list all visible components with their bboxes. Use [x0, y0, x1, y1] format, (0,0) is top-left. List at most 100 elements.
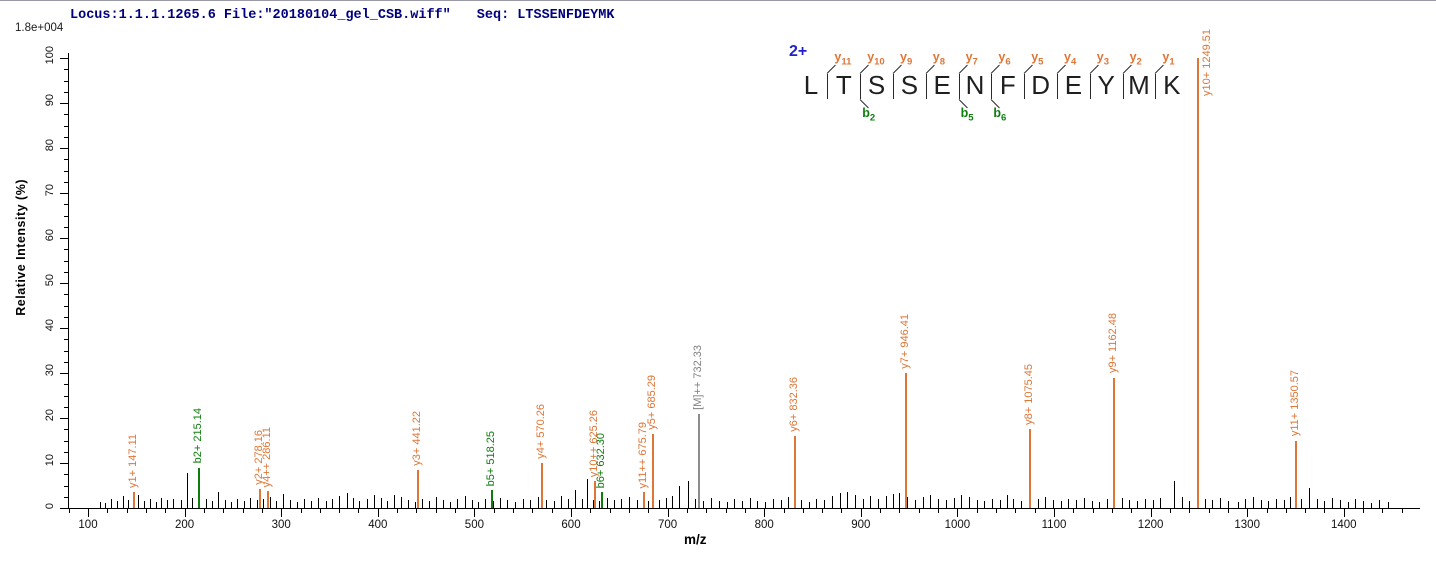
y-axis-tick — [64, 215, 68, 217]
x-axis-tick — [802, 509, 804, 513]
x-axis-tick — [764, 509, 766, 517]
residue-letter: E — [1064, 70, 1083, 100]
fragment-peak — [904, 373, 907, 508]
noise-peak — [1252, 497, 1254, 508]
header-seq-text: Seq: LTSSENFDEYMK — [476, 8, 615, 23]
peak-label: y9+ 1162.48 — [1107, 313, 1120, 374]
x-axis-tick — [783, 509, 785, 513]
noise-peak — [855, 495, 856, 508]
noise-peak — [105, 503, 107, 508]
y-axis-tick — [64, 316, 68, 318]
y-axis-tick — [64, 159, 68, 161]
x-axis-tick — [590, 509, 592, 513]
residue-letter: F — [999, 70, 1016, 100]
y-axis-tick — [60, 148, 68, 149]
y-axis-tick — [64, 384, 68, 386]
y-axis-tick — [64, 69, 68, 71]
noise-peak — [144, 500, 146, 508]
noise-peak — [839, 492, 841, 508]
x-axis-tick — [860, 509, 862, 517]
y-ion-label: y4 — [1064, 50, 1077, 68]
x-axis-tick — [1382, 509, 1384, 513]
noise-peak — [757, 500, 759, 508]
noise-peak — [1227, 500, 1229, 508]
y-ion-label: y1 — [1162, 50, 1175, 68]
noise-peak — [422, 499, 424, 508]
noise-peak — [1220, 498, 1222, 508]
y-axis-tick — [60, 508, 68, 509]
fragment-peak — [259, 489, 262, 508]
y-axis-tick-label: 100 — [44, 46, 56, 65]
y-axis-tick — [64, 350, 68, 352]
peak-label: y5+ 685.29 — [646, 375, 659, 430]
fragment-peak — [1029, 429, 1032, 508]
y-axis-tick — [64, 294, 68, 296]
fragment-peak — [266, 490, 269, 508]
y-ion-label: y6 — [998, 50, 1011, 68]
precursor-charge-label: 2+ — [789, 43, 808, 60]
header-line: Locus:1.1.1.1265.6 File:"20180104_gel_CS… — [70, 8, 615, 23]
y-axis-tick — [64, 226, 68, 228]
noise-peak — [1294, 490, 1296, 508]
residue-separator — [1089, 74, 1091, 99]
y-axis-title: Relative Intensity (%) — [14, 179, 28, 316]
noise-peak — [1339, 500, 1341, 508]
x-axis-tick — [1208, 509, 1210, 513]
b-ion-index: 5 — [968, 112, 974, 124]
x-axis-tick — [571, 509, 572, 517]
b-ion-index: 6 — [1001, 112, 1007, 124]
x-axis-tick — [126, 509, 128, 513]
x-axis-tick — [68, 509, 70, 513]
noise-peak — [1121, 497, 1123, 508]
peak-label: y4++ 286.11 — [260, 426, 273, 487]
noise-peak — [1260, 499, 1262, 508]
x-axis-tick-label: 1400 — [1331, 519, 1357, 531]
x-axis-tick-label: 400 — [368, 519, 388, 531]
x-axis-tick-label: 500 — [464, 519, 484, 531]
y-axis-tick — [64, 181, 68, 183]
y-ion-index: 8 — [939, 56, 946, 68]
x-axis-tick — [1363, 509, 1365, 513]
noise-peak — [1363, 500, 1365, 508]
x-axis-tick — [358, 509, 360, 513]
noise-peak — [1332, 498, 1334, 508]
noise-peak — [711, 498, 713, 508]
peak-label: y11+ 1350.57 — [1289, 370, 1302, 437]
residue-letter: S — [867, 70, 886, 100]
y-axis-tick-label: 10 — [44, 454, 56, 467]
x-axis-tick — [957, 509, 959, 517]
noise-peak — [885, 495, 887, 508]
noise-peak — [1129, 500, 1131, 508]
noise-peak — [514, 501, 516, 508]
noise-peak — [568, 499, 570, 508]
noise-peak — [122, 496, 124, 508]
residue-separator — [827, 74, 829, 99]
y-ion-index: 3 — [1103, 56, 1110, 68]
noise-peak — [205, 499, 207, 508]
y-axis-tick — [64, 305, 68, 307]
noise-peak — [111, 499, 113, 508]
noise-peak — [914, 499, 916, 508]
y-ion-index: 5 — [1038, 56, 1044, 68]
x-axis-tick — [1169, 509, 1171, 513]
x-axis-tick — [744, 509, 746, 513]
x-axis-tick — [1285, 509, 1287, 513]
noise-peak — [679, 485, 681, 508]
fragment-peak — [594, 481, 597, 508]
x-axis-tick — [474, 509, 476, 517]
x-axis-tick — [938, 509, 940, 513]
noise-peak — [1316, 499, 1318, 508]
noise-peak — [1388, 502, 1390, 508]
noise-peak — [283, 494, 285, 508]
x-axis-line — [68, 508, 1420, 509]
residue-separator — [925, 74, 927, 99]
noise-peak — [976, 499, 978, 508]
noise-peak — [574, 490, 576, 508]
noise-peak — [648, 501, 650, 508]
noise-peak — [478, 501, 480, 508]
x-axis-tick — [1247, 509, 1249, 517]
y-axis-tick — [64, 249, 68, 251]
noise-peak — [545, 499, 547, 508]
noise-peak — [1309, 488, 1311, 508]
y-axis-tick — [64, 136, 68, 138]
